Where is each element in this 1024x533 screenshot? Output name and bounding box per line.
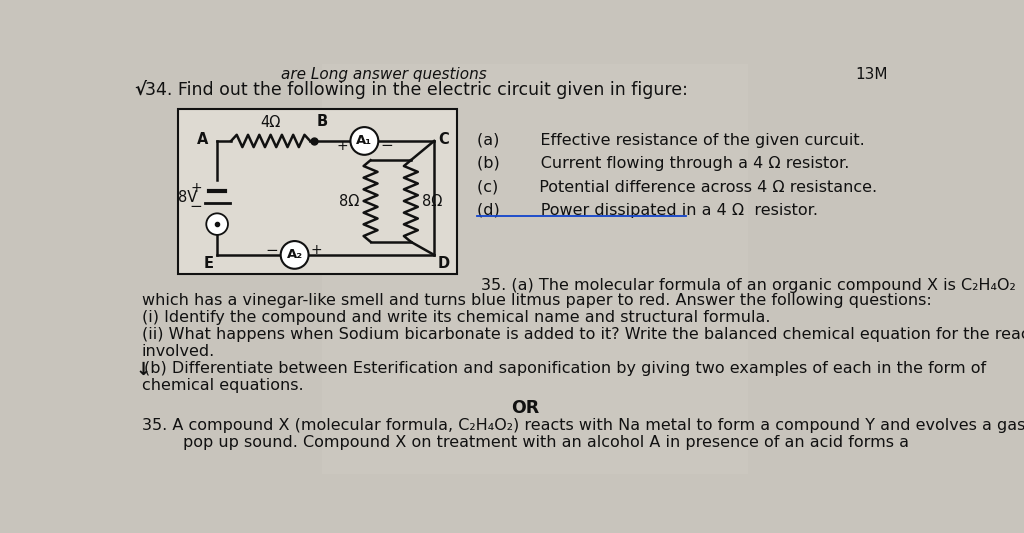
Text: E: E: [203, 256, 213, 271]
Circle shape: [206, 213, 228, 235]
Text: 34. Find out the following in the electric circuit given in figure:: 34. Find out the following in the electr…: [145, 81, 688, 99]
Text: +: +: [190, 181, 203, 195]
Text: C: C: [438, 132, 449, 147]
Circle shape: [350, 127, 378, 155]
Text: are Long answer questions: are Long answer questions: [281, 67, 486, 82]
Text: which has a vinegar-like smell and turns blue litmus paper to red. Answer the fo: which has a vinegar-like smell and turns…: [142, 294, 932, 309]
Text: 35. A compound X (molecular formula, C₂H₄O₂) reacts with Na metal to form a comp: 35. A compound X (molecular formula, C₂H…: [142, 418, 1024, 433]
Text: OR: OR: [511, 399, 539, 417]
Text: pop up sound. Compound X on treatment with an alcohol A in presence of an acid f: pop up sound. Compound X on treatment wi…: [142, 435, 909, 450]
Text: √: √: [134, 81, 146, 99]
Text: (b) Differentiate between Esterification and saponification by giving two exampl: (b) Differentiate between Esterification…: [143, 361, 986, 376]
Text: (c)        Potential difference across 4 Ω resistance.: (c) Potential difference across 4 Ω resi…: [477, 180, 877, 195]
Text: A₁: A₁: [356, 134, 373, 148]
Text: 4Ω: 4Ω: [260, 115, 281, 130]
Text: 8V: 8V: [178, 190, 197, 205]
Text: 8Ω: 8Ω: [422, 193, 442, 208]
Text: −: −: [381, 138, 393, 153]
Text: ↓: ↓: [136, 361, 151, 379]
Bar: [322, 64, 748, 474]
Text: +: +: [311, 243, 323, 257]
Text: (i) Identify the compound and write its chemical name and structural formula.: (i) Identify the compound and write its …: [142, 310, 770, 325]
Text: B: B: [316, 114, 328, 128]
Text: A: A: [197, 132, 208, 147]
Bar: [178, 109, 458, 274]
Text: (ii) What happens when Sodium bicarbonate is added to it? Write the balanced che: (ii) What happens when Sodium bicarbonat…: [142, 327, 1024, 342]
Text: (d)        Power dissipated in a 4 Ω  resistor.: (d) Power dissipated in a 4 Ω resistor.: [477, 203, 818, 217]
Text: −: −: [265, 243, 279, 258]
Text: 13M: 13M: [855, 67, 888, 82]
Text: chemical equations.: chemical equations.: [142, 378, 303, 393]
Text: A₂: A₂: [287, 248, 303, 261]
Text: (a)        Effective resistance of the given curcuit.: (a) Effective resistance of the given cu…: [477, 133, 864, 148]
Text: 8Ω: 8Ω: [340, 193, 359, 208]
Text: D: D: [438, 256, 451, 271]
Circle shape: [281, 241, 308, 269]
Text: (b)        Current flowing through a 4 Ω resistor.: (b) Current flowing through a 4 Ω resist…: [477, 156, 849, 172]
Text: −: −: [189, 199, 203, 214]
Text: +: +: [337, 139, 348, 152]
Text: involved.: involved.: [142, 344, 215, 359]
Text: 35. (a) The molecular formula of an organic compound X is C₂H₄O₂: 35. (a) The molecular formula of an orga…: [480, 278, 1016, 293]
